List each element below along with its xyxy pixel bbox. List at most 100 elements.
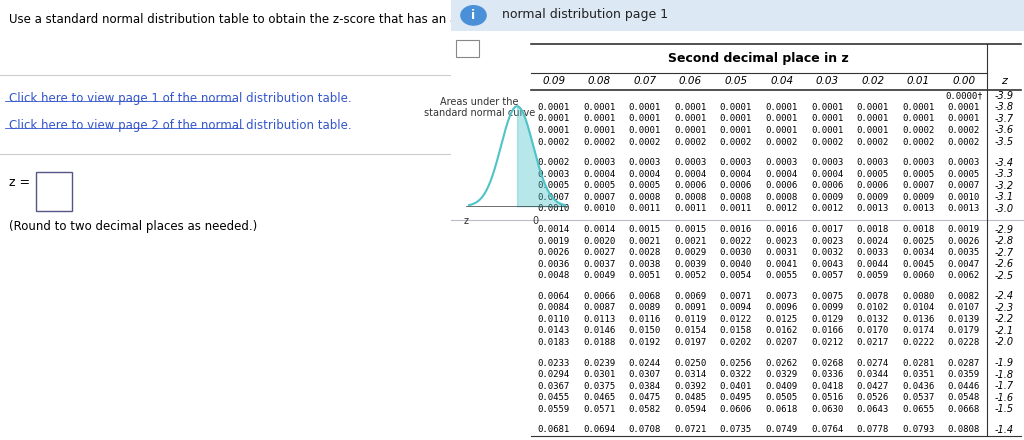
Text: 0.0035: 0.0035 [948,248,980,257]
Text: 0.0571: 0.0571 [583,405,615,414]
Text: 0.09: 0.09 [542,77,565,86]
Text: 0.0001: 0.0001 [720,114,752,124]
Text: 0.0002: 0.0002 [583,138,615,147]
Text: 0.0002: 0.0002 [629,138,660,147]
Text: 0.06: 0.06 [679,77,702,86]
Text: 0.0582: 0.0582 [629,405,660,414]
Text: 0.0082: 0.0082 [948,292,980,301]
Text: 0.0043: 0.0043 [811,260,844,268]
Text: 0.0001: 0.0001 [538,103,569,112]
Text: 0.0301: 0.0301 [583,370,615,379]
FancyBboxPatch shape [36,172,72,211]
Text: 0.0069: 0.0069 [674,292,707,301]
Text: 0.0281: 0.0281 [902,359,935,367]
Text: 0.0427: 0.0427 [857,381,889,391]
Text: 0.0005: 0.0005 [583,181,615,190]
Text: Click here to view page 1 of the normal distribution table.: Click here to view page 1 of the normal … [9,92,351,106]
Text: 0.0032: 0.0032 [811,248,844,257]
Text: 0.0023: 0.0023 [811,237,844,246]
Text: 0.0401: 0.0401 [720,381,752,391]
Text: 0.0040: 0.0040 [720,260,752,268]
Text: 0.0026: 0.0026 [538,248,569,257]
Text: 0.0002: 0.0002 [902,126,935,135]
Text: 0.0808: 0.0808 [948,425,980,434]
Text: 0.0003: 0.0003 [583,158,615,167]
Text: 0.0367: 0.0367 [538,381,569,391]
Text: 0.0158: 0.0158 [720,326,752,335]
Text: 0.0455: 0.0455 [538,393,569,402]
Text: 0.0294: 0.0294 [538,370,569,379]
Text: 0.0002: 0.0002 [720,138,752,147]
Text: 0.0110: 0.0110 [538,315,569,324]
Text: 0.0594: 0.0594 [674,405,707,414]
Text: 0.0001: 0.0001 [902,103,935,112]
Text: -2.0: -2.0 [994,337,1014,347]
Text: (Round to two decimal places as needed.): (Round to two decimal places as needed.) [9,220,257,233]
Text: -2.7: -2.7 [994,248,1014,257]
Text: -3.2: -3.2 [994,181,1014,191]
Text: 0.0019: 0.0019 [538,237,569,246]
Text: 0.0002: 0.0002 [538,158,569,167]
Text: 0.0228: 0.0228 [948,338,980,347]
Text: 0.0274: 0.0274 [857,359,889,367]
Text: 0.0027: 0.0027 [583,248,615,257]
Text: 0.0012: 0.0012 [811,204,844,213]
Text: 0.0001: 0.0001 [811,114,844,124]
Text: 0.0202: 0.0202 [720,338,752,347]
Text: 0.0359: 0.0359 [948,370,980,379]
Text: -3.6: -3.6 [994,125,1014,136]
Text: 0.0015: 0.0015 [674,225,707,234]
Text: 0.08: 0.08 [588,77,610,86]
Text: 0.0125: 0.0125 [766,315,798,324]
Text: 0.0002: 0.0002 [538,138,569,147]
Text: -2.3: -2.3 [994,303,1014,313]
Text: 0.0003: 0.0003 [902,158,935,167]
Text: -1.6: -1.6 [994,392,1014,403]
Text: 0.0099: 0.0099 [811,303,844,312]
Circle shape [461,6,486,25]
Text: 0.0011: 0.0011 [629,204,660,213]
Text: -1.5: -1.5 [994,404,1014,414]
Text: 0.0143: 0.0143 [538,326,569,335]
Text: 0.0446: 0.0446 [948,381,980,391]
Text: 0.0005: 0.0005 [629,181,660,190]
Text: 0.0004: 0.0004 [629,170,660,179]
Text: 0.0250: 0.0250 [674,359,707,367]
Text: 0.0006: 0.0006 [674,181,707,190]
Text: 0.0222: 0.0222 [902,338,935,347]
Text: 0.0630: 0.0630 [811,405,844,414]
Text: 0.0119: 0.0119 [674,315,707,324]
Text: -3.5: -3.5 [994,137,1014,147]
Text: 0.0116: 0.0116 [629,315,660,324]
Text: 0.0793: 0.0793 [902,425,935,434]
Text: 0.0287: 0.0287 [948,359,980,367]
Text: 0.0071: 0.0071 [720,292,752,301]
Text: 0.0606: 0.0606 [720,405,752,414]
Text: 0.0030: 0.0030 [720,248,752,257]
Text: 0.0089: 0.0089 [629,303,660,312]
Text: -2.9: -2.9 [994,224,1014,235]
Text: 0.0026: 0.0026 [948,237,980,246]
Text: 0.0013: 0.0013 [902,204,935,213]
Text: 0.0057: 0.0057 [811,271,844,280]
Text: 0.0643: 0.0643 [857,405,889,414]
Text: 0.0073: 0.0073 [766,292,798,301]
Text: 0.0001: 0.0001 [811,103,844,112]
Text: 0.0004: 0.0004 [720,170,752,179]
Text: 0.0060: 0.0060 [902,271,935,280]
Text: 0.0003: 0.0003 [538,170,569,179]
Text: 0.0004: 0.0004 [766,170,798,179]
Text: 0.0006: 0.0006 [766,181,798,190]
Text: 0.0022: 0.0022 [720,237,752,246]
Text: 0.0084: 0.0084 [538,303,569,312]
Text: 0.0002: 0.0002 [948,126,980,135]
Text: 0.0001: 0.0001 [629,103,660,112]
Text: 0.0005: 0.0005 [902,170,935,179]
Text: 0.0465: 0.0465 [583,393,615,402]
Text: 0.0045: 0.0045 [902,260,935,268]
Text: 0.0005: 0.0005 [538,181,569,190]
Text: 0.0183: 0.0183 [538,338,569,347]
Text: 0.0052: 0.0052 [674,271,707,280]
Text: 0.0329: 0.0329 [766,370,798,379]
Text: 0.0094: 0.0094 [720,303,752,312]
